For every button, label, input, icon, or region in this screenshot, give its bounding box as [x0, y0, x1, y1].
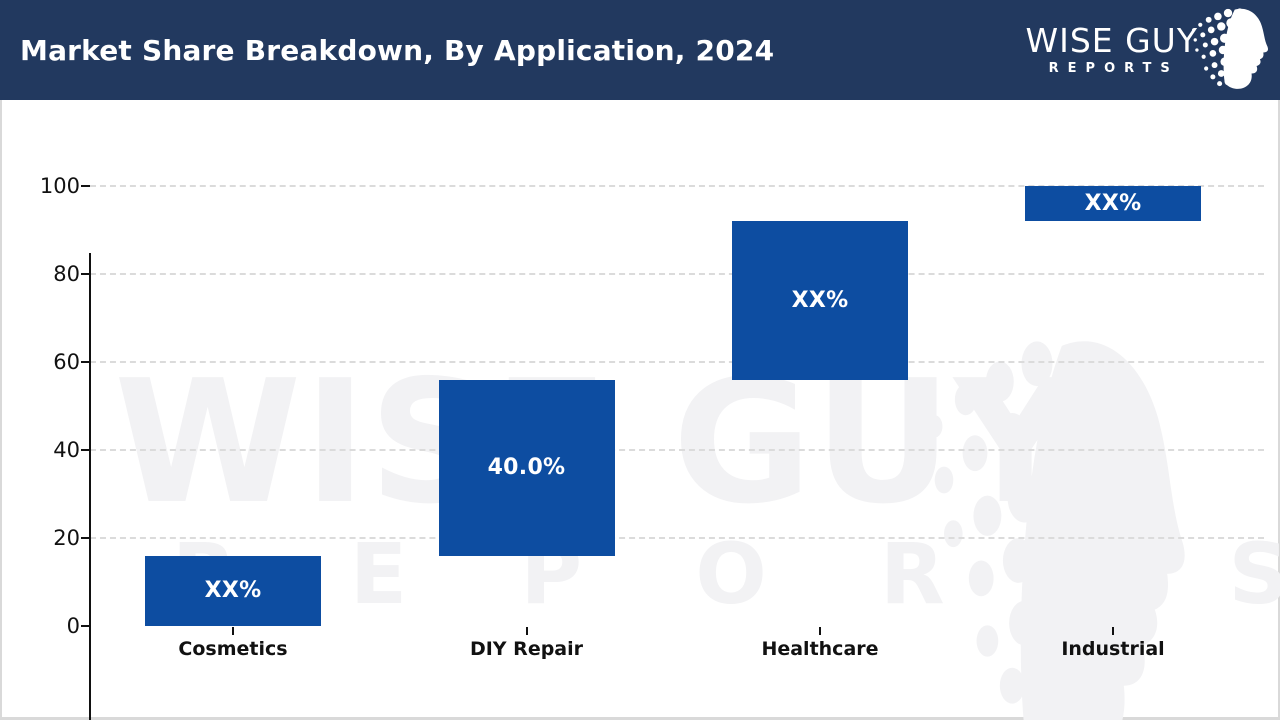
- bar-value-label: XX%: [1084, 191, 1142, 217]
- gridline: [90, 537, 1264, 539]
- logo-wordmark: WISE GUY REPORTS: [1025, 24, 1198, 76]
- y-tick-label: 20: [53, 526, 80, 550]
- x-category-label: Healthcare: [761, 638, 879, 660]
- x-category-label: Cosmetics: [178, 638, 288, 660]
- bar-value-label: XX%: [791, 287, 849, 313]
- y-axis-spine: [89, 253, 91, 720]
- x-category-label: Industrial: [1061, 638, 1165, 660]
- watermark-head-icon: [926, 341, 1185, 720]
- bar-healthcare: XX%: [732, 221, 908, 380]
- y-axis-tick: [81, 537, 90, 539]
- bar-industrial: XX%: [1025, 186, 1201, 222]
- x-axis-tick: [232, 627, 234, 635]
- gridline: [90, 449, 1264, 451]
- y-tick-label: 60: [53, 350, 80, 374]
- y-tick-label: 80: [53, 262, 80, 286]
- x-axis-tick: [819, 627, 821, 635]
- header-bar: Market Share Breakdown, By Application, …: [0, 0, 1280, 100]
- brand-logo: WISE GUY REPORTS: [1025, 6, 1280, 94]
- y-axis-tick: [81, 185, 90, 187]
- y-tick-label: 40: [53, 438, 80, 462]
- y-tick-label: 100: [39, 174, 80, 198]
- y-axis-tick: [81, 625, 90, 627]
- page-title: Market Share Breakdown, By Application, …: [20, 33, 775, 67]
- y-axis-tick: [81, 449, 90, 451]
- logo-wiseguy-text: WISE GUY: [1025, 21, 1198, 60]
- gridline: [90, 273, 1264, 275]
- bar-value-label: 40.0%: [487, 455, 566, 481]
- x-category-label: DIY Repair: [469, 638, 584, 660]
- gridline: [90, 361, 1264, 363]
- logo-reports-text: REPORTS: [1048, 61, 1179, 76]
- bar-cosmetics: XX%: [145, 555, 321, 626]
- y-tick-label: 0: [66, 614, 80, 638]
- bar-diy-repair: 40.0%: [438, 379, 615, 556]
- chart-area: WISE GUY R E P O R T S 0 20 40 60 80 100 XX% 40…: [0, 100, 1280, 720]
- gridline: [90, 185, 1264, 187]
- x-axis-tick: [525, 627, 528, 635]
- bar-value-label: XX%: [204, 578, 262, 604]
- x-axis-tick: [1112, 627, 1114, 635]
- y-axis-tick: [81, 273, 90, 275]
- wiseguy-head-icon: [1192, 8, 1269, 89]
- y-axis-tick: [81, 361, 90, 363]
